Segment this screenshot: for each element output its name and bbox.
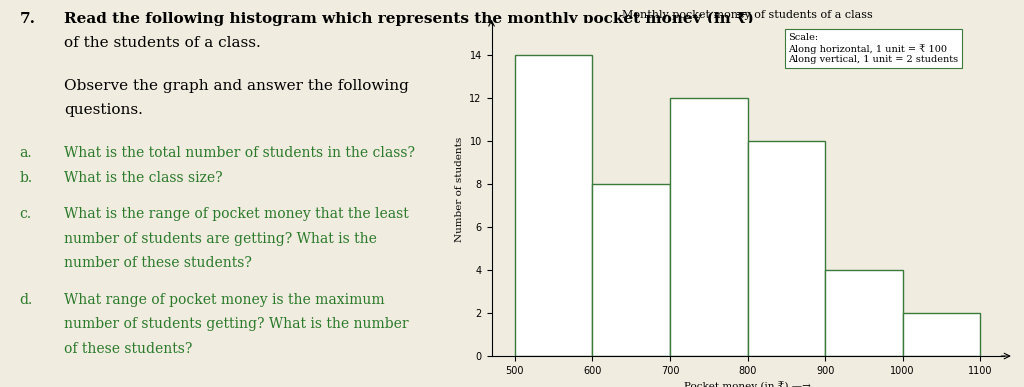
Y-axis label: Number of students: Number of students bbox=[455, 137, 464, 242]
Text: b.: b. bbox=[19, 171, 33, 185]
Bar bbox=[592, 184, 670, 356]
Text: number of students are getting? What is the: number of students are getting? What is … bbox=[63, 232, 377, 246]
Text: What is the range of pocket money that the least: What is the range of pocket money that t… bbox=[63, 207, 409, 221]
Text: of the students of a class.: of the students of a class. bbox=[63, 36, 261, 50]
Text: questions.: questions. bbox=[63, 103, 142, 117]
Text: What is the class size?: What is the class size? bbox=[63, 171, 222, 185]
Text: number of these students?: number of these students? bbox=[63, 256, 252, 270]
Bar bbox=[515, 55, 592, 356]
Text: d.: d. bbox=[19, 293, 33, 307]
Text: a.: a. bbox=[19, 146, 33, 160]
Text: number of students getting? What is the number: number of students getting? What is the … bbox=[63, 317, 409, 331]
Text: Observe the graph and answer the following: Observe the graph and answer the followi… bbox=[63, 79, 409, 93]
Bar bbox=[670, 98, 748, 356]
Bar bbox=[903, 313, 980, 356]
Text: c.: c. bbox=[19, 207, 32, 221]
Text: of these students?: of these students? bbox=[63, 342, 193, 356]
Text: Read the following histogram which represents the monthly pocket money (in ₹): Read the following histogram which repre… bbox=[63, 12, 754, 26]
X-axis label: Pocket money (in ₹) —→: Pocket money (in ₹) —→ bbox=[684, 381, 811, 387]
Bar bbox=[748, 141, 825, 356]
Text: Scale:
Along horizontal, 1 unit = ₹ 100
Along vertical, 1 unit = 2 students: Scale: Along horizontal, 1 unit = ₹ 100 … bbox=[788, 33, 958, 64]
Text: 7.: 7. bbox=[19, 12, 36, 26]
Text: What is the total number of students in the class?: What is the total number of students in … bbox=[63, 146, 415, 160]
Text: What range of pocket money is the maximum: What range of pocket money is the maximu… bbox=[63, 293, 385, 307]
Title: Monthly pocket money of students of a class: Monthly pocket money of students of a cl… bbox=[623, 10, 872, 20]
Bar bbox=[825, 270, 903, 356]
